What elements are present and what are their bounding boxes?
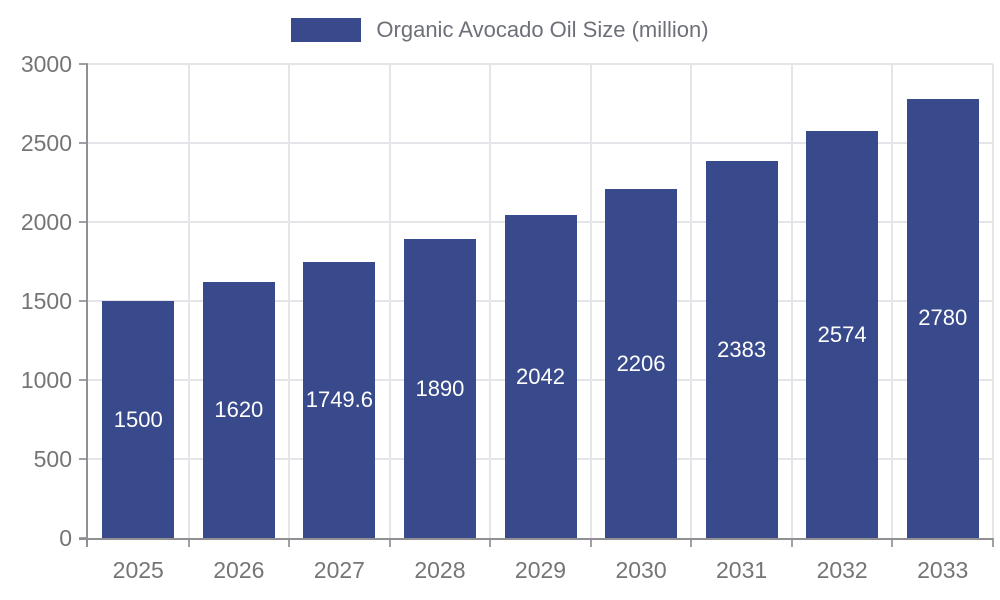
bar — [403, 239, 476, 538]
y-axis-tick — [79, 142, 88, 144]
bar-value-label: 1890 — [415, 375, 465, 401]
h-gridline — [88, 63, 993, 65]
bar — [303, 261, 376, 538]
y-axis-line — [86, 64, 88, 547]
x-tick-label: 2033 — [917, 557, 969, 583]
y-axis-tick — [79, 63, 88, 65]
y-axis-tick — [79, 221, 88, 223]
bar — [906, 98, 979, 538]
x-axis-line — [79, 538, 993, 540]
bar-value-label: 2780 — [918, 305, 968, 331]
bar-value-label: 1620 — [214, 397, 264, 423]
y-axis-tick — [79, 458, 88, 460]
y-tick-label: 0 — [59, 525, 72, 551]
x-axis-tick — [489, 538, 492, 547]
y-tick-label: 500 — [33, 446, 72, 472]
y-tick-label: 2500 — [20, 130, 72, 156]
x-axis-tick — [690, 538, 693, 547]
x-axis-tick — [790, 538, 793, 547]
y-axis-tick — [79, 379, 88, 381]
x-tick-label: 2026 — [213, 557, 265, 583]
v-gridline — [589, 64, 592, 538]
x-tick-label: 2029 — [514, 557, 567, 583]
x-axis-tick — [589, 538, 592, 547]
x-tick-label: 2030 — [615, 557, 667, 583]
y-tick-label: 1500 — [20, 288, 72, 314]
bar — [202, 282, 275, 538]
bar — [705, 161, 778, 538]
bar — [605, 189, 678, 538]
v-gridline — [187, 64, 190, 538]
bar-value-label: 1500 — [113, 406, 163, 432]
x-tick-label: 2028 — [414, 557, 466, 583]
bar-value-label: 2574 — [817, 321, 867, 347]
v-gridline — [690, 64, 693, 538]
v-gridline — [489, 64, 492, 538]
x-tick-label: 2027 — [313, 557, 365, 583]
v-gridline — [790, 64, 793, 538]
bar-value-label: 2206 — [616, 350, 666, 376]
v-gridline — [288, 64, 291, 538]
y-axis-tick — [79, 300, 88, 302]
bar — [102, 301, 175, 538]
y-tick-label: 1000 — [20, 367, 72, 393]
x-axis-tick — [187, 538, 190, 547]
x-axis-tick — [288, 538, 291, 547]
x-axis-tick — [388, 538, 391, 547]
x-tick-label: 2032 — [816, 557, 868, 583]
legend-label: Organic Avocado Oil Size (million) — [376, 17, 709, 42]
legend[interactable]: Organic Avocado Oil Size (million) — [0, 17, 1000, 43]
bar — [806, 131, 879, 538]
v-gridline — [388, 64, 391, 538]
bar-value-label: 2042 — [516, 363, 565, 389]
x-axis-tick — [992, 538, 994, 547]
bar-value-label: 1749.6 — [305, 386, 374, 412]
bar-value-label: 2383 — [717, 336, 767, 362]
h-gridline — [88, 142, 993, 144]
y-tick-label: 2000 — [20, 209, 72, 235]
legend-swatch-icon — [291, 18, 362, 42]
x-axis-tick — [891, 538, 894, 547]
x-tick-label: 2025 — [112, 557, 164, 583]
bar — [504, 215, 577, 538]
y-tick-label: 3000 — [20, 51, 72, 77]
v-gridline — [891, 64, 894, 538]
v-gridline — [992, 64, 994, 538]
x-tick-label: 2031 — [716, 557, 768, 583]
